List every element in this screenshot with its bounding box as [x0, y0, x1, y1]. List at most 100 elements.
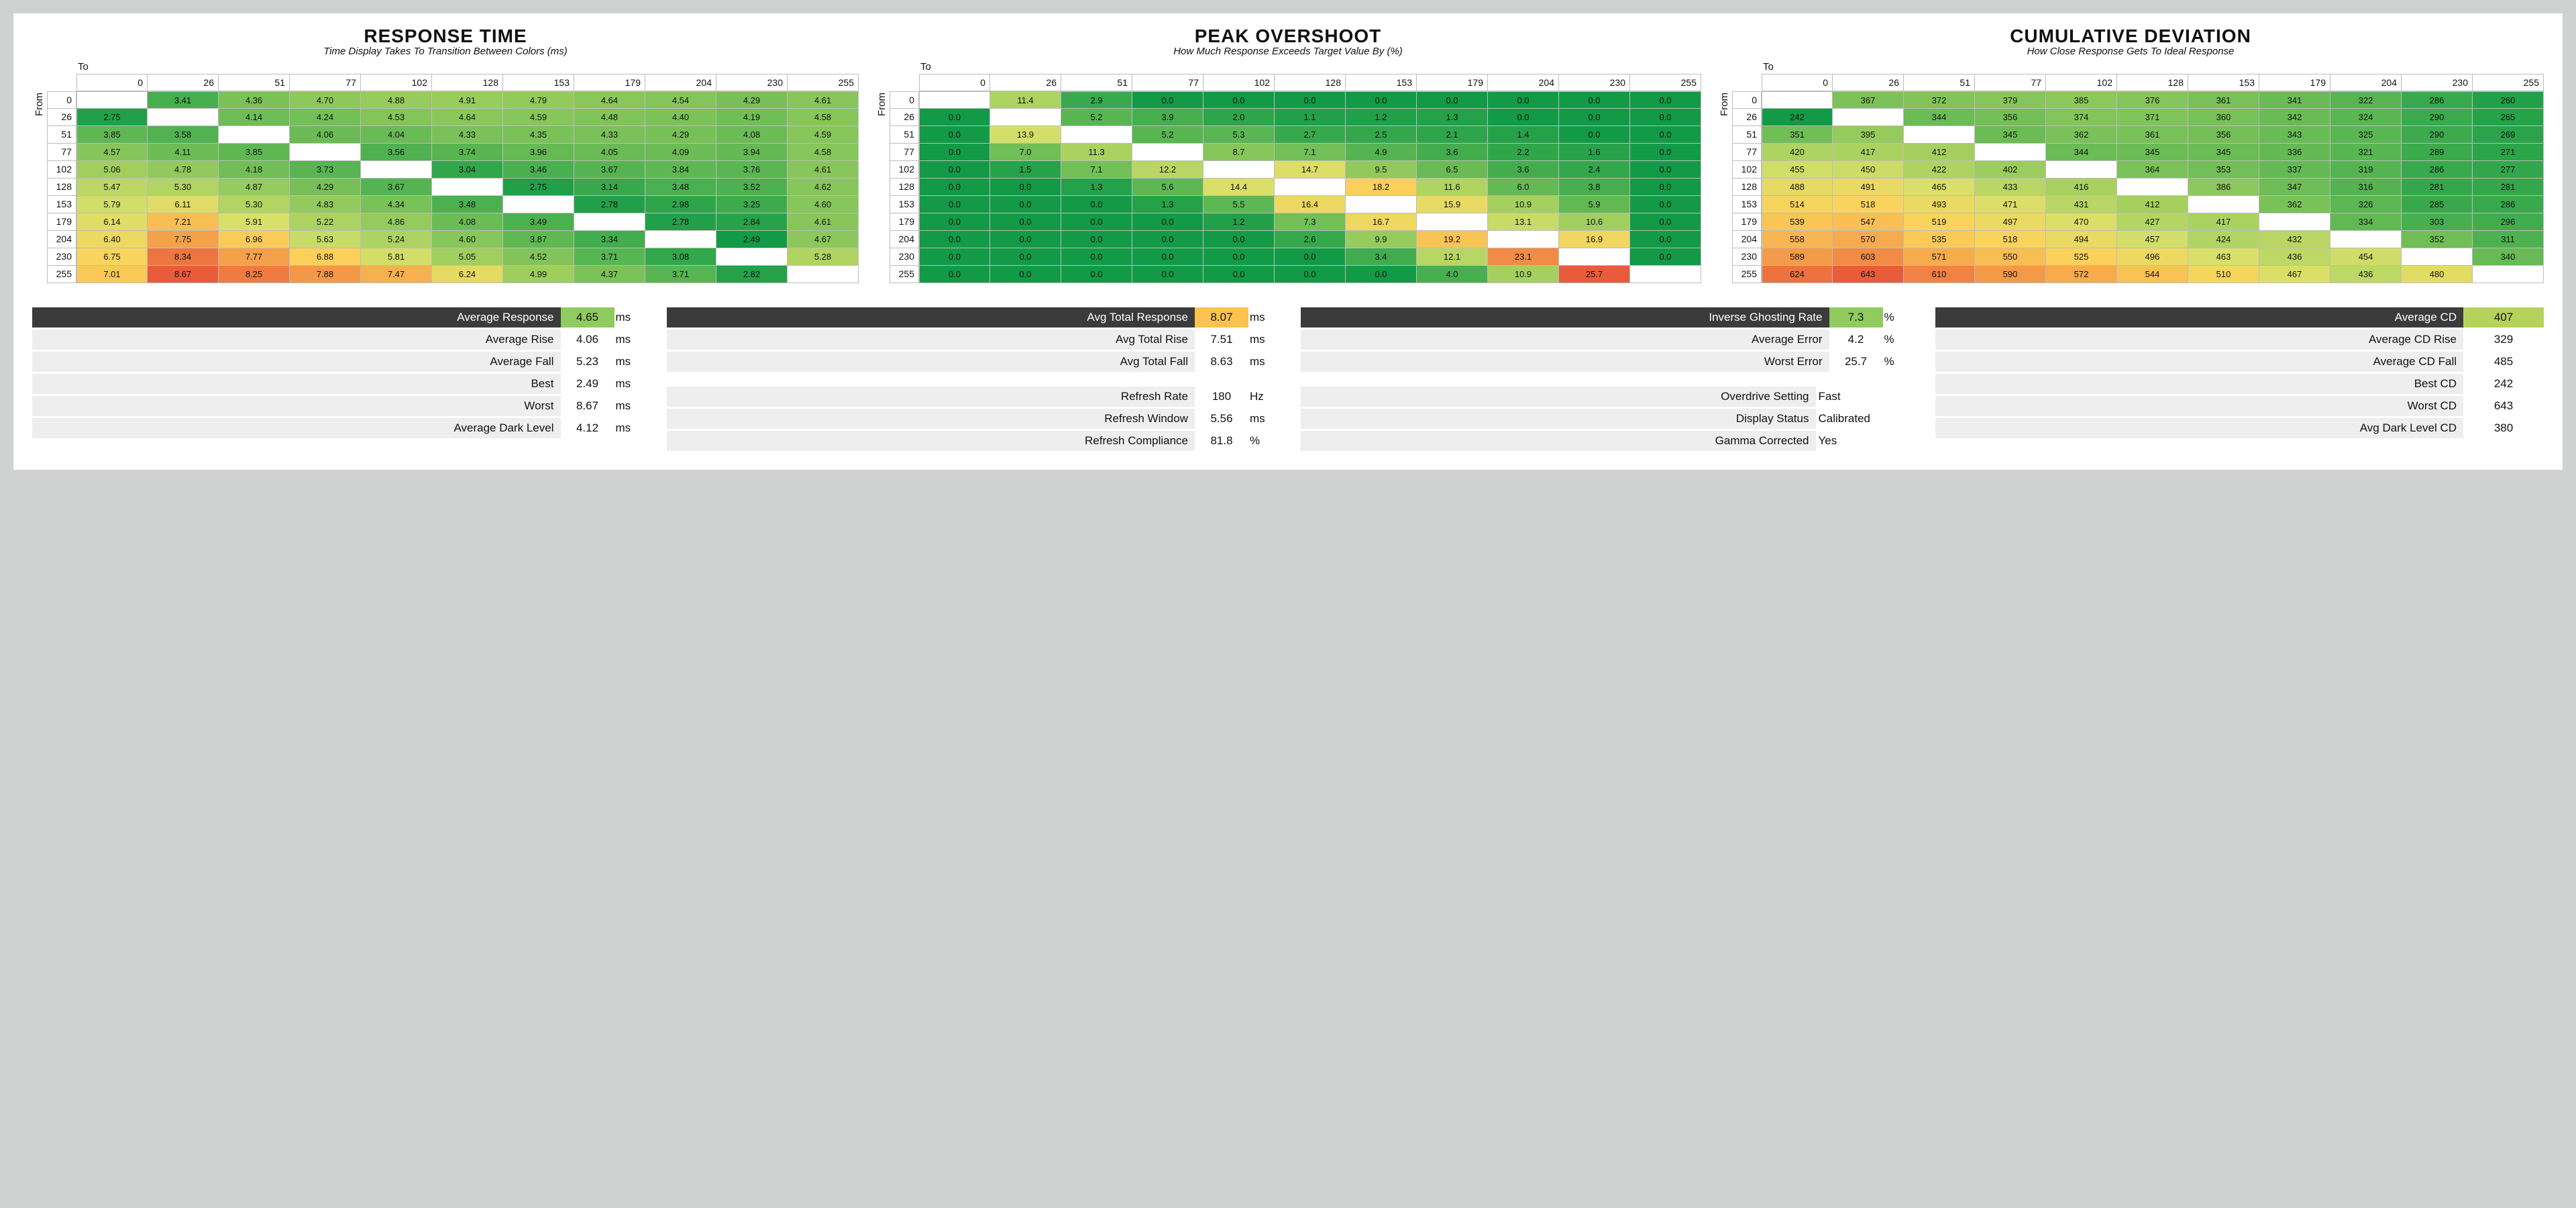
row-header: 179	[890, 213, 919, 231]
row-header: 128	[890, 179, 919, 196]
column-header: 0	[919, 74, 990, 91]
heatmap-cell: 2.2	[1488, 144, 1559, 161]
heatmap-cell: 3.85	[219, 144, 290, 161]
heatmap-cell: 344	[1904, 109, 1975, 126]
heatmap-cell: 0.0	[919, 196, 990, 213]
summary-value: 7.51	[1195, 330, 1248, 350]
heatmap-cell: 289	[2402, 144, 2473, 161]
heatmap-cell: 7.77	[219, 248, 290, 266]
heatmap-cell: 4.0	[1417, 266, 1488, 283]
heatmap-cell: 4.40	[645, 109, 716, 126]
heatmap-cell: 539	[1762, 213, 1833, 231]
heatmap-cell	[645, 231, 716, 248]
heatmap-cell: 4.64	[574, 91, 645, 109]
heatmap-cell: 5.22	[290, 213, 361, 231]
heatmap-cell: 360	[2188, 109, 2259, 126]
heatmap-cell: 0.0	[1488, 109, 1559, 126]
heatmap-cell: 11.3	[1061, 144, 1132, 161]
heatmap-cell: 5.79	[76, 196, 148, 213]
heatmap-cell: 0.0	[1346, 91, 1417, 109]
summary-table: Average Response4.65msAverage Rise4.06ms…	[32, 307, 641, 438]
heatmap-cell: 4.58	[788, 144, 859, 161]
heatmap-cell: 385	[2046, 91, 2117, 109]
heatmap-cell: 11.4	[990, 91, 1061, 109]
row-header: 204	[1732, 231, 1762, 248]
heatmap-cell: 3.76	[716, 161, 788, 179]
heatmap-cell: 4.33	[574, 126, 645, 144]
heatmap-cell: 18.2	[1346, 179, 1417, 196]
heatmap-cell: 3.94	[716, 144, 788, 161]
heatmap-cell: 0.0	[990, 248, 1061, 266]
heatmap-cell: 0.0	[1132, 231, 1203, 248]
heatmap-cell	[290, 144, 361, 161]
heatmap-cell: 0.0	[1559, 126, 1630, 144]
heatmap-cell: 427	[2117, 213, 2188, 231]
heatmap-cell: 1.6	[1559, 144, 1630, 161]
heatmap-cell	[2188, 196, 2259, 213]
axis-to-label: To	[76, 61, 859, 72]
heatmap-block: CUMULATIVE DEVIATIONHow Close Response G…	[1717, 26, 2544, 283]
column-header: 179	[2259, 74, 2330, 91]
heatmap-cell: 3.8	[1559, 179, 1630, 196]
heatmap-cell: 5.91	[219, 213, 290, 231]
heatmap-cell: 0.0	[1132, 266, 1203, 283]
summary-label: Refresh Rate	[667, 387, 1195, 407]
heatmap-cell: 0.0	[919, 213, 990, 231]
heatmap-cell: 2.9	[1061, 91, 1132, 109]
heatmap-cell: 8.25	[219, 266, 290, 283]
column-header: 0	[76, 74, 148, 91]
heatmap-cell: 0.0	[1630, 109, 1701, 126]
heatmap-cell: 3.04	[432, 161, 503, 179]
heatmap-cell: 4.86	[361, 213, 432, 231]
column-header: 204	[1488, 74, 1559, 91]
summary-unit: ms	[1248, 409, 1275, 429]
column-header: 153	[503, 74, 574, 91]
heatmap-cell: 454	[2330, 248, 2402, 266]
summary-label: Avg Total Fall	[667, 352, 1195, 372]
heatmap-cell: 424	[2188, 231, 2259, 248]
heatmap-cell: 3.34	[574, 231, 645, 248]
summary-unit: %	[1248, 431, 1275, 451]
heatmap-cell: 386	[2188, 179, 2259, 196]
heatmap-cell: 325	[2330, 126, 2402, 144]
heatmap-cell: 5.30	[148, 179, 219, 196]
heatmap-cell: 1.4	[1488, 126, 1559, 144]
heatmap-cell: 3.46	[503, 161, 574, 179]
heatmap-cell: 0.0	[1203, 248, 1275, 266]
heatmap-cell: 4.29	[716, 91, 788, 109]
heatmap-cell: 4.58	[788, 109, 859, 126]
heatmap-cell: 4.48	[574, 109, 645, 126]
heatmap-cell: 497	[1975, 213, 2046, 231]
heatmap-cell: 23.1	[1488, 248, 1559, 266]
heatmap-cell: 281	[2402, 179, 2473, 196]
summary-label: Average CD Rise	[1935, 330, 2464, 350]
heatmap-cell: 4.59	[503, 109, 574, 126]
summary-value: 380	[2463, 418, 2544, 438]
heatmap-cell: 496	[2117, 248, 2188, 266]
heatmap-cell: 3.85	[76, 126, 148, 144]
heatmap-cell	[1762, 91, 1833, 109]
row-header: 0	[1732, 91, 1762, 109]
heatmap-cell: 342	[2259, 109, 2330, 126]
summary-label: Average CD Fall	[1935, 352, 2464, 372]
heatmap-cell	[1203, 161, 1275, 179]
heatmap-cell: 371	[2117, 109, 2188, 126]
heatmap-cell: 352	[2402, 231, 2473, 248]
heatmap-cell: 3.9	[1132, 109, 1203, 126]
heatmap-cell: 2.84	[716, 213, 788, 231]
heatmap-cell: 316	[2330, 179, 2402, 196]
heatmap-cell: 3.74	[432, 144, 503, 161]
row-header: 153	[1732, 196, 1762, 213]
summary-label: Best	[32, 374, 561, 394]
heatmap-cell: 4.83	[290, 196, 361, 213]
row-header: 128	[47, 179, 76, 196]
heatmap-cell: 4.60	[432, 231, 503, 248]
heatmap-cell: 3.08	[645, 248, 716, 266]
report-panel: RESPONSE TIMETime Display Takes To Trans…	[13, 13, 2563, 470]
column-header: 255	[788, 74, 859, 91]
heatmap-cell: 510	[2188, 266, 2259, 283]
heatmap-cell: 19.2	[1417, 231, 1488, 248]
axis-to-label: To	[1762, 61, 2544, 72]
heatmap-cell: 0.0	[1132, 91, 1203, 109]
column-header: 26	[1833, 74, 1904, 91]
